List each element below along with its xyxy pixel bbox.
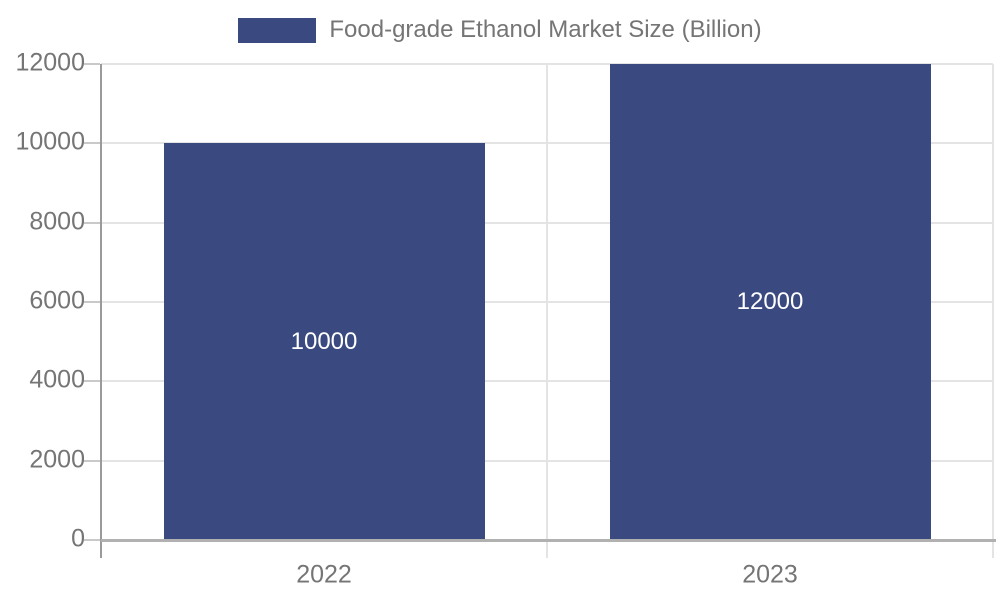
bar-value-label: 10000 [290, 327, 358, 355]
x-axis-label: 2023 [742, 560, 798, 589]
y-tick [84, 142, 100, 145]
y-tick-label: 0 [71, 524, 85, 553]
y-tick [84, 380, 100, 383]
gridline-x [546, 64, 548, 558]
y-tick-label: 10000 [15, 127, 85, 156]
y-tick [84, 63, 100, 65]
bar[interactable] [163, 143, 485, 540]
gridline-x [992, 64, 994, 558]
legend-swatch [238, 17, 317, 43]
y-tick-label: 2000 [29, 444, 85, 473]
y-tick [84, 539, 100, 541]
bar-value-label: 12000 [736, 288, 804, 315]
y-tick-label: 4000 [29, 365, 85, 394]
legend-item[interactable]: Food-grade Ethanol Market Size (Billion) [238, 16, 762, 44]
legend-label: Food-grade Ethanol Market Size (Billion) [329, 16, 762, 43]
y-tick-label: 12000 [15, 48, 85, 77]
legend: Food-grade Ethanol Market Size (Billion) [0, 16, 1000, 44]
bar[interactable] [609, 64, 931, 540]
y-tick [84, 301, 100, 303]
y-axis-line [100, 64, 102, 558]
y-tick [84, 221, 100, 224]
y-tick-label: 6000 [29, 286, 85, 315]
y-tick-label: 8000 [29, 206, 85, 235]
y-tick [84, 459, 100, 462]
x-axis-label: 2022 [296, 560, 352, 589]
x-axis-line [101, 539, 996, 542]
